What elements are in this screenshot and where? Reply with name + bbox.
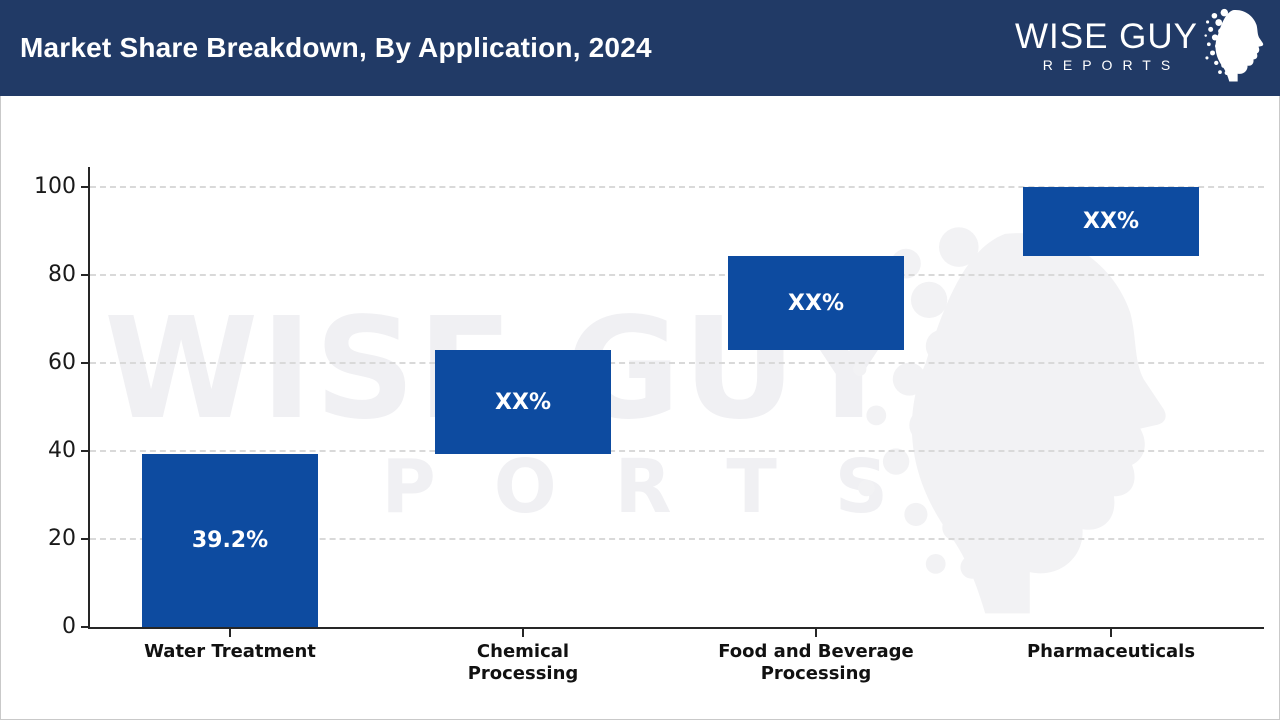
xtick-label-2: Food and Beverage Processing	[696, 641, 936, 685]
ytick-mark-80	[81, 273, 89, 276]
bar-chemical-processing: XX%	[435, 350, 611, 455]
ytick-label-60: 60	[48, 349, 76, 375]
bar-pharmaceuticals: XX%	[1023, 186, 1199, 257]
y-axis-line	[88, 167, 90, 629]
ytick-label-20: 20	[48, 525, 76, 551]
bar-value-label: XX%	[495, 389, 551, 415]
xtick-label-line: Pharmaceuticals	[1026, 641, 1196, 662]
gridline-20	[90, 537, 1264, 540]
ytick-label-0: 0	[62, 614, 76, 639]
brand-wordmark-block: WISE GUY REPORTS	[1014, 17, 1198, 74]
x-axis-line	[88, 627, 1264, 629]
xtick-label-line: Chemical	[476, 641, 570, 662]
xtick-mark-2	[815, 629, 817, 637]
ytick-mark-40	[81, 449, 89, 452]
gridline-60	[90, 361, 1264, 364]
ytick-label-40: 40	[48, 437, 76, 463]
gridline-80	[90, 273, 1264, 276]
gridline-100	[90, 185, 1264, 188]
xtick-mark-3	[1110, 629, 1112, 637]
ytick-label-100: 100	[34, 173, 76, 199]
bar-food-and-beverage-processing: XX%	[728, 256, 904, 351]
bar-water-treatment: 39.2%	[142, 454, 318, 627]
gridline-40	[90, 449, 1264, 452]
header-bar: Market Share Breakdown, By Application, …	[0, 0, 1280, 96]
xtick-label-line: Processing	[760, 663, 872, 684]
xtick-label-line: Food and Beverage	[718, 641, 914, 662]
xtick-mark-0	[229, 629, 231, 637]
ytick-mark-100	[81, 185, 89, 188]
brand-logo: WISE GUY REPORTS	[1015, 8, 1264, 83]
xtick-label-line: Water Treatment	[144, 641, 316, 662]
chart-area: WISE GUY REPORTS 0 20 40 60 80 100 39.2% Water …	[0, 96, 1280, 720]
xtick-label-3: Pharmaceuticals	[991, 641, 1231, 663]
bar-value-label: XX%	[1083, 208, 1139, 234]
xtick-mark-1	[522, 629, 524, 637]
chart-title: Market Share Breakdown, By Application, …	[20, 32, 652, 63]
xtick-label-line: Processing	[467, 663, 579, 684]
ytick-mark-60	[81, 361, 89, 364]
ytick-mark-0	[81, 626, 89, 628]
bar-value-label: XX%	[788, 290, 844, 316]
brand-wordmark: WISE GUY	[1014, 17, 1198, 56]
xtick-label-1: Chemical Processing	[403, 641, 643, 685]
ytick-mark-20	[81, 537, 89, 540]
head-profile-icon	[1202, 8, 1264, 83]
ytick-label-80: 80	[48, 261, 76, 287]
xtick-label-0: Water Treatment	[110, 641, 350, 663]
bar-value-label: 39.2%	[191, 528, 269, 554]
brand-subtext: REPORTS	[1042, 57, 1181, 73]
